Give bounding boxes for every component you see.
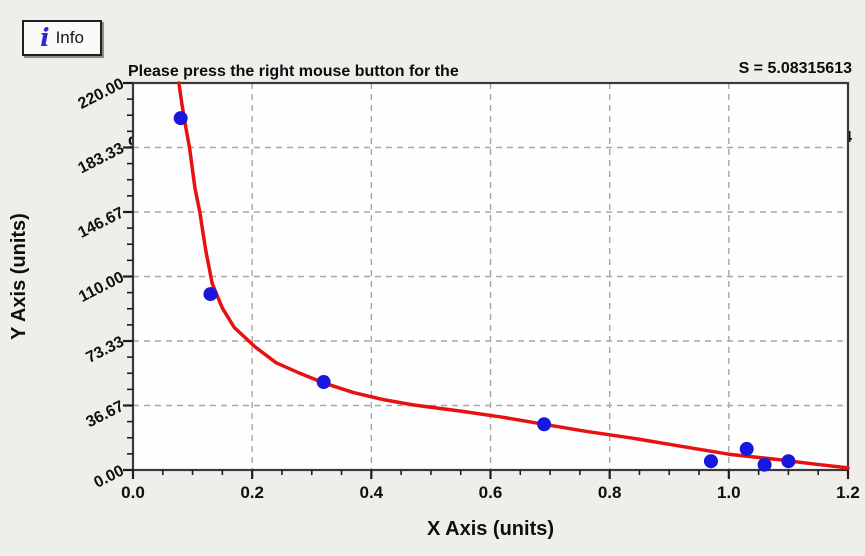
data-point [316, 375, 331, 390]
x-tick-label: 0.8 [598, 483, 622, 502]
instruction-line-1: Please press the right mouse button for … [128, 63, 459, 80]
info-button[interactable]: i Info [22, 20, 102, 56]
gridlines [133, 83, 848, 470]
info-icon: i [40, 22, 50, 52]
x-tick-label: 0.0 [121, 483, 145, 502]
y-tick-label: 73.33 [83, 333, 126, 366]
axis-ticks [123, 81, 850, 479]
x-tick-label: 0.4 [360, 483, 384, 502]
data-points [173, 111, 796, 472]
stat-standard-error: S = 5.08315613 [738, 60, 852, 77]
x-tick-label: 0.2 [240, 483, 264, 502]
info-button-label: Info [55, 28, 84, 47]
data-point [781, 454, 796, 469]
y-tick-label: 146.67 [75, 204, 126, 241]
y-tick-label: 110.00 [76, 269, 127, 306]
y-tick-label: 183.33 [75, 140, 126, 177]
data-point [703, 454, 718, 469]
data-point [757, 457, 772, 472]
data-point [203, 287, 218, 302]
y-axis-title: Y Axis (units) [8, 213, 30, 340]
y-tick-label: 36.67 [83, 398, 126, 431]
x-tick-label: 0.6 [479, 483, 503, 502]
data-point [739, 441, 754, 456]
x-axis-title: X Axis (units) [427, 518, 554, 540]
x-tick-label: 1.0 [717, 483, 741, 502]
data-point [537, 417, 552, 432]
x-tick-label: 1.2 [836, 483, 860, 502]
y-tick-label: 220.00 [75, 75, 126, 112]
data-point [173, 111, 188, 126]
